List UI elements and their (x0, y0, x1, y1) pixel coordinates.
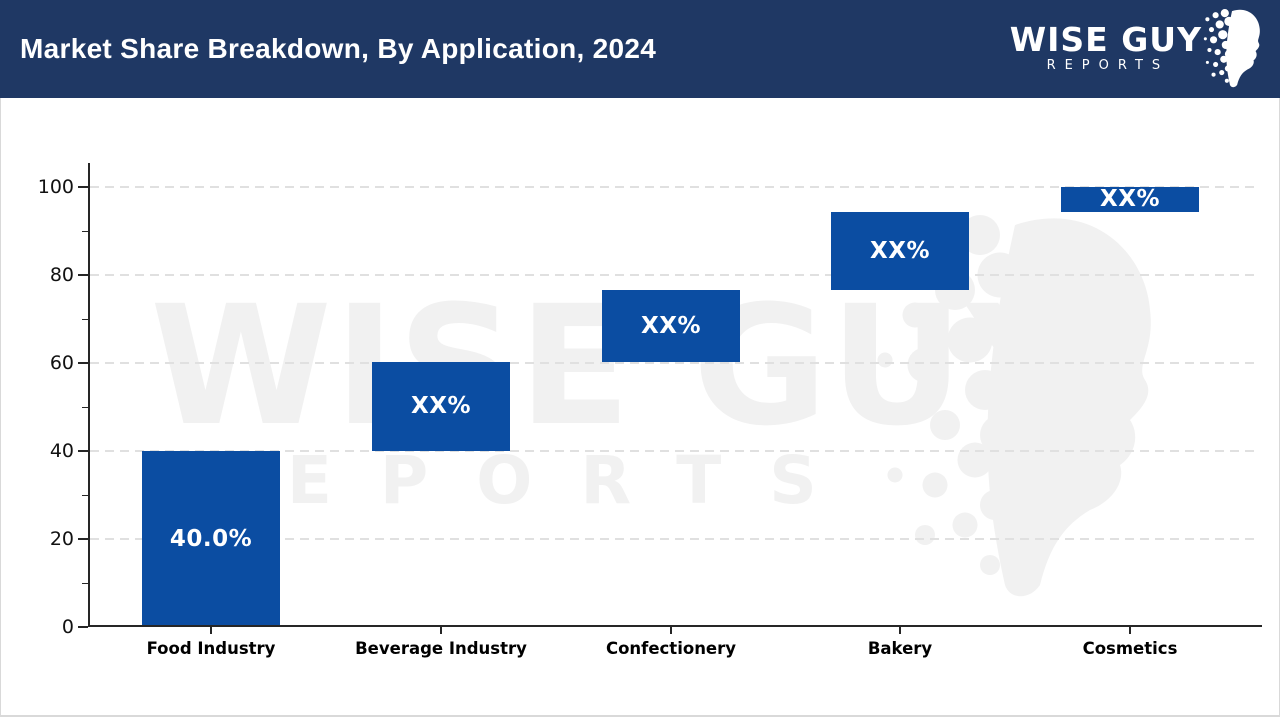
gridline-y-40 (90, 450, 1260, 452)
brand-logo-text: WISE GUY REPORTS (1009, 19, 1202, 74)
bar-bakery: XX% (831, 211, 969, 290)
x-axis-label-cosmetics: Cosmetics (1082, 639, 1178, 658)
y-minor-tick-90 (82, 231, 88, 232)
gridline-y-100 (90, 186, 1260, 188)
y-tick-label-0: 0 (61, 616, 74, 638)
page-title: Market Share Breakdown, By Application, … (20, 33, 657, 64)
y-tick-60 (78, 362, 88, 364)
bar-value-label-confectionery: XX% (640, 312, 701, 339)
bar-confectionery: XX% (602, 289, 740, 362)
face-profile-dots-icon (1203, 9, 1260, 88)
y-tick-label-100: 100 (37, 176, 74, 198)
brand-logo: WISE GUY REPORTS (1010, 7, 1268, 89)
x-tick-confectionery (670, 627, 672, 634)
y-tick-0 (78, 626, 88, 628)
y-minor-tick-70 (82, 319, 88, 320)
x-tick-cosmetics (1129, 627, 1131, 634)
y-minor-tick-10 (82, 583, 88, 584)
y-tick-80 (78, 274, 88, 276)
x-tick-food-industry (210, 627, 212, 634)
gridline-y-20 (90, 538, 1260, 540)
y-tick-label-80: 80 (49, 264, 74, 286)
y-tick-20 (78, 538, 88, 540)
header-bar: Market Share Breakdown, By Application, … (0, 0, 1280, 98)
gridline-y-60 (90, 362, 1260, 364)
y-minor-tick-50 (82, 407, 88, 408)
bar-value-label-beverage-industry: XX% (410, 393, 471, 420)
gridline-y-80 (90, 274, 1260, 276)
y-tick-40 (78, 450, 88, 452)
x-tick-beverage-industry (440, 627, 442, 634)
x-axis-label-confectionery: Confectionery (605, 639, 737, 658)
y-tick-label-60: 60 (49, 352, 74, 374)
x-axis-line (88, 625, 1262, 627)
bar-value-label-bakery: XX% (869, 237, 930, 264)
watermark-text-secondary: REPORTS (188, 442, 865, 519)
x-axis-label-bakery: Bakery (867, 639, 933, 658)
y-axis-spine (88, 163, 90, 627)
x-axis-label-food-industry: Food Industry (146, 639, 276, 658)
panel-border-bottom (0, 715, 1280, 717)
y-tick-label-40: 40 (49, 440, 74, 462)
x-tick-bakery (899, 627, 901, 634)
brand-name: WISE GUY (1009, 19, 1202, 59)
y-minor-tick-30 (82, 495, 88, 496)
y-tick-100 (78, 186, 88, 188)
panel-border-left (0, 98, 1, 716)
bar-value-label-food-industry: 40.0% (169, 526, 253, 552)
x-axis-label-beverage-industry: Beverage Industry (355, 639, 527, 658)
brand-subname: REPORTS (1046, 58, 1170, 74)
bar-food-industry: 40.0% (142, 451, 280, 627)
bar-beverage-industry: XX% (372, 361, 510, 451)
bar-cosmetics: XX% (1061, 186, 1199, 213)
bar-value-label-cosmetics: XX% (1099, 186, 1160, 213)
y-tick-label-20: 20 (49, 528, 74, 550)
